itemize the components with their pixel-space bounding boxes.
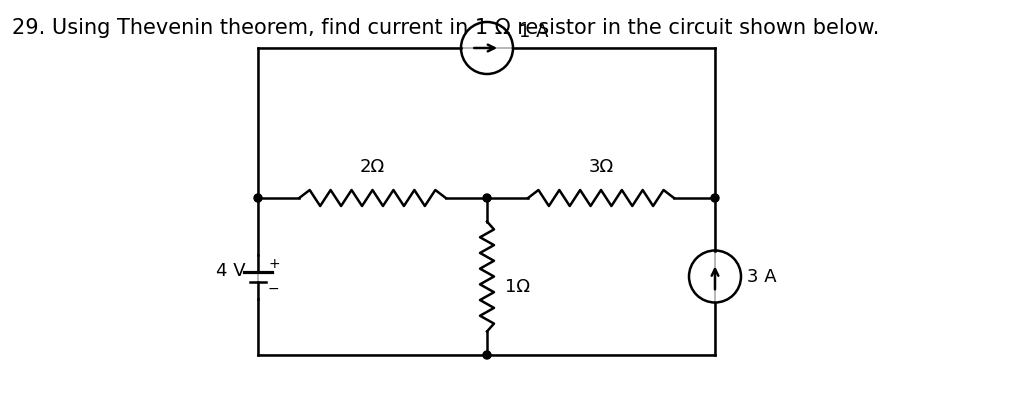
- Text: 29. Using Thevenin theorem, find current in 1 Ω resistor in the circuit shown be: 29. Using Thevenin theorem, find current…: [12, 18, 880, 38]
- Text: +: +: [268, 257, 280, 272]
- Bar: [258, 48, 715, 355]
- Circle shape: [483, 194, 490, 202]
- Circle shape: [711, 194, 719, 202]
- Circle shape: [483, 351, 490, 359]
- Text: 4 V: 4 V: [216, 263, 246, 281]
- Text: 1Ω: 1Ω: [505, 277, 530, 296]
- Circle shape: [254, 194, 262, 202]
- Text: 2Ω: 2Ω: [360, 158, 385, 176]
- Text: 3Ω: 3Ω: [589, 158, 613, 176]
- Text: 3 A: 3 A: [746, 268, 776, 285]
- Text: −: −: [268, 282, 280, 296]
- Text: 1 A: 1 A: [519, 23, 549, 41]
